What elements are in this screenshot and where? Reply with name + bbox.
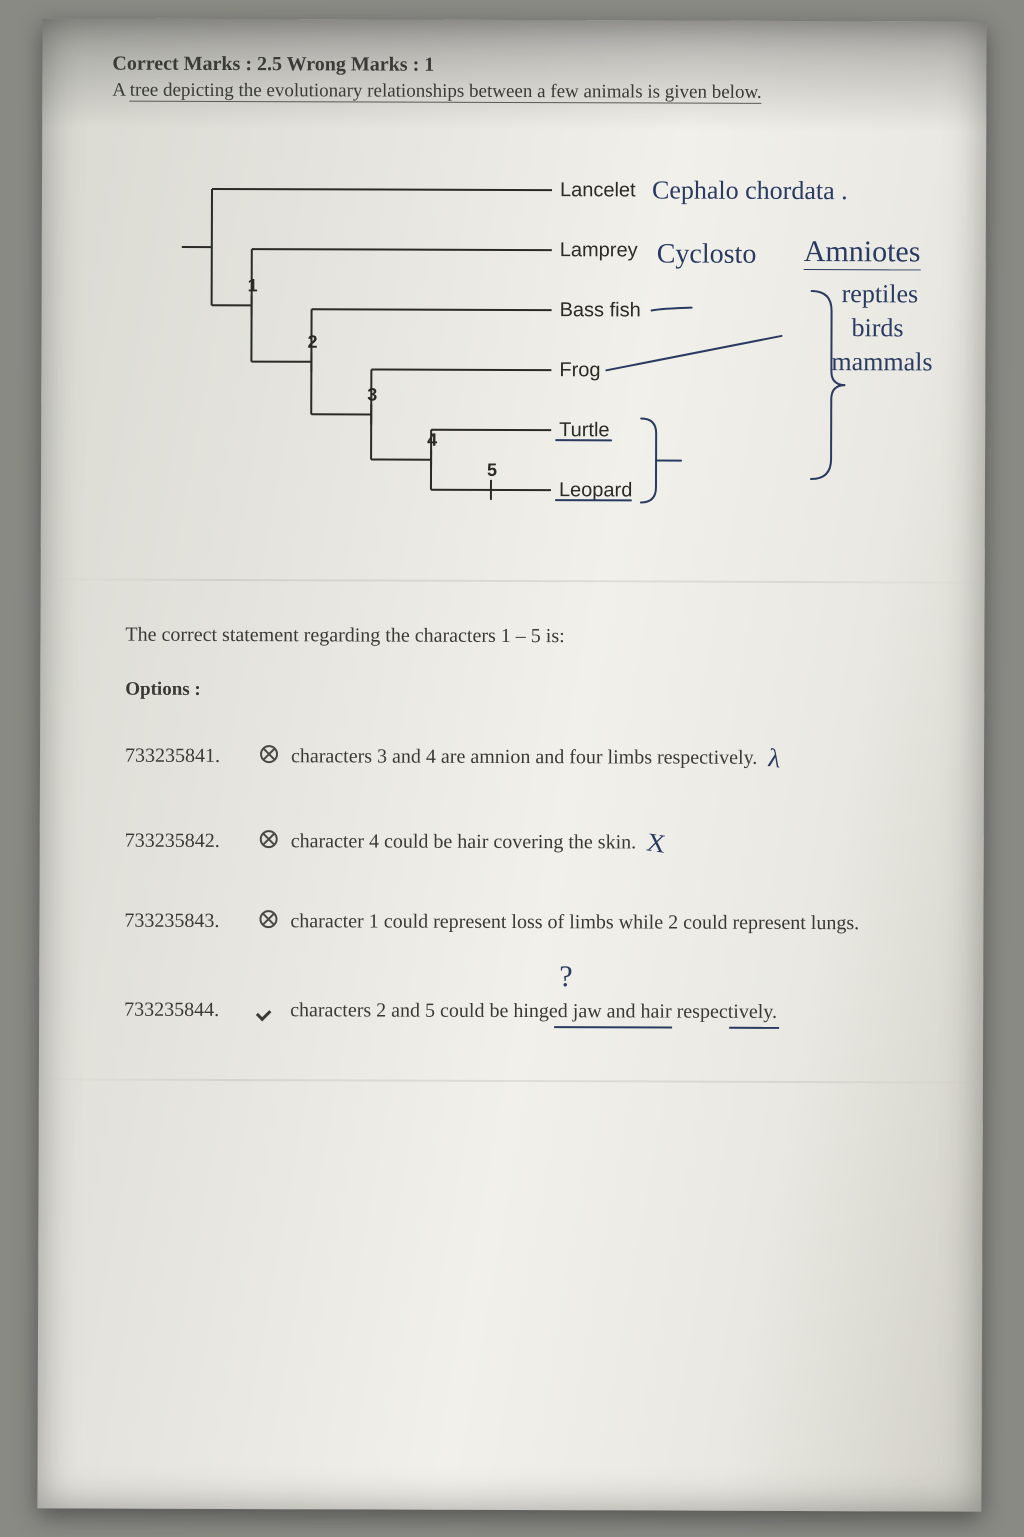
hand-annotations-svg (151, 149, 852, 551)
paper-fold (41, 578, 985, 583)
correct-marks-value: 2.5 (257, 53, 282, 75)
hand-mark-x: X (645, 827, 668, 859)
intro-prefix: A (112, 80, 130, 101)
intro-underlined: tree depicting the evolutionary relation… (130, 80, 762, 104)
hand-question-mark: ? (559, 960, 572, 994)
options-label: Options : (125, 679, 201, 701)
hand-underline (729, 1027, 779, 1029)
paper-sheet: Correct Marks : 2.5 Wrong Marks : 1 A tr… (37, 18, 986, 1511)
option-row: 733235841. characters 3 and 4 are amnion… (125, 739, 934, 772)
option-code: 733235843. (124, 910, 254, 933)
correct-marks-label: Correct Marks : (112, 53, 257, 76)
hand-group-reptiles: reptiles (842, 279, 919, 309)
option-row: 733235842. character 4 could be hair cov… (125, 824, 934, 857)
option-text: character 1 could represent loss of limb… (290, 910, 859, 934)
option-text: characters 2 and 5 could be hinged jaw a… (290, 999, 777, 1023)
option-code: 733235842. (125, 830, 255, 853)
header-block: Correct Marks : 2.5 Wrong Marks : 1 A tr… (112, 53, 946, 105)
hand-mark-lambda: λ (766, 743, 783, 774)
wrong-marks-label: Wrong Marks : (282, 53, 424, 75)
hand-underline (554, 1026, 672, 1028)
cross-icon (259, 910, 277, 928)
option-code: 733235844. (124, 999, 254, 1022)
cross-icon (260, 830, 278, 848)
check-icon (259, 1003, 277, 1017)
option-row: 733235843. character 1 could represent l… (124, 909, 933, 936)
option-text: characters 3 and 4 are amnion and four l… (291, 745, 757, 769)
option-row: 733235844. characters 2 and 5 could be h… (124, 999, 933, 1025)
wrong-marks-value: 1 (424, 54, 434, 76)
question-stem: The correct statement regarding the char… (125, 624, 564, 649)
cross-icon (260, 745, 278, 763)
hand-group-birds: birds (851, 313, 903, 343)
paper-fold (39, 1078, 983, 1083)
option-text: character 4 could be hair covering the s… (291, 830, 636, 853)
option-code: 733235841. (125, 745, 255, 768)
